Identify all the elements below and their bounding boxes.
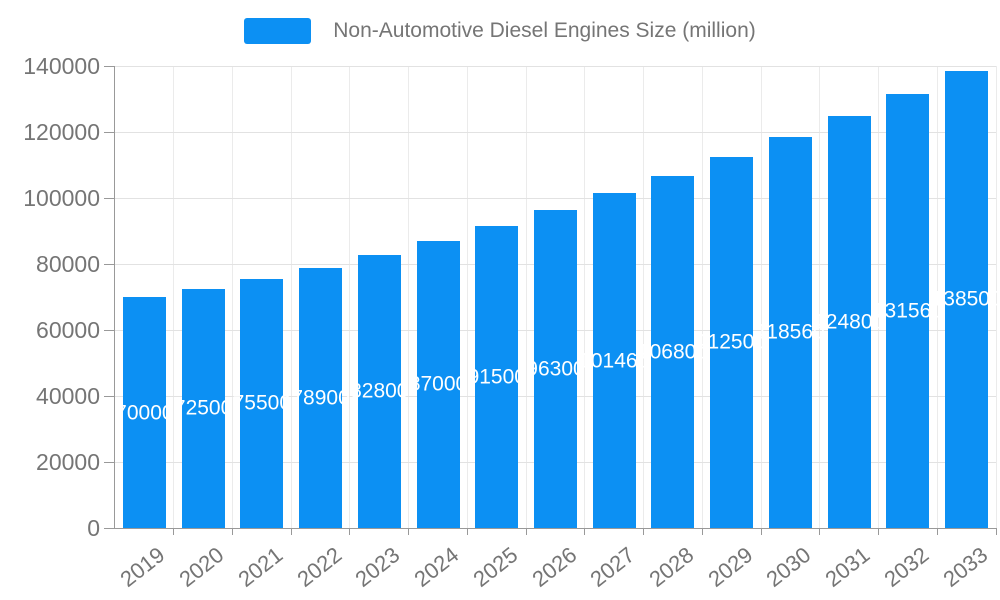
bar-2023[interactable]: 82800 (350, 254, 409, 528)
bar-2031[interactable]: 124800 (814, 116, 884, 528)
bar-value-label: 91500 (467, 365, 526, 389)
x-gridline (701, 66, 703, 528)
y-axis-tick (104, 330, 114, 331)
x-gridline (936, 66, 938, 528)
y-tick-label: 100000 (23, 185, 100, 211)
bar-value-label: 118560 (756, 320, 825, 344)
legend-label: Non-Automotive Diesel Engines Size (mill… (333, 19, 756, 42)
x-gridline (466, 66, 468, 528)
y-axis-tick (104, 462, 114, 463)
y-axis-tick (104, 396, 114, 397)
x-axis-tick (349, 528, 351, 535)
bar-2032[interactable]: 131560 (873, 93, 943, 528)
bar-value-label: 96300 (526, 357, 585, 381)
legend[interactable]: Non-Automotive Diesel Engines Size (mill… (0, 18, 1000, 44)
y-axis-tick (104, 198, 114, 199)
bar-value-label: 112500 (697, 330, 766, 354)
bar-2022[interactable]: 78900 (291, 267, 350, 528)
x-gridline (643, 66, 645, 528)
bar-value-label: 106800 (637, 340, 708, 364)
y-tick-label: 0 (87, 515, 100, 541)
bar-value-label: 124800 (814, 310, 885, 334)
y-axis-tick (104, 528, 114, 529)
x-axis-tick (584, 528, 586, 535)
x-axis-tick (701, 528, 703, 535)
x-axis-tick (173, 528, 175, 535)
bar-2033[interactable]: 138500 (932, 70, 1000, 528)
y-gridline (115, 197, 996, 199)
x-axis-tick (936, 528, 938, 535)
bar-2024[interactable]: 87000 (409, 240, 467, 528)
legend-swatch-icon (244, 18, 312, 44)
y-gridline (115, 131, 996, 133)
x-axis-tick (466, 528, 468, 535)
bar-2028[interactable]: 106800 (638, 175, 708, 528)
bar-value-label: 131560 (872, 299, 943, 323)
x-gridline (995, 66, 997, 528)
x-axis-tick (408, 528, 410, 535)
bar-value-label: 138500 (931, 287, 1000, 311)
y-tick-label: 40000 (36, 383, 100, 409)
bar-2021[interactable]: 75500 (233, 278, 291, 528)
x-axis-tick (643, 528, 645, 535)
x-gridline (231, 66, 233, 528)
bar-2027[interactable]: 101460 (579, 193, 649, 528)
x-axis-tick (231, 528, 233, 535)
x-axis-tick (819, 528, 821, 535)
x-gridline (525, 66, 527, 528)
y-axis-tick (104, 264, 114, 265)
bar-2025[interactable]: 91500 (468, 226, 526, 528)
bar-value-label: 72500 (173, 396, 233, 420)
y-axis-tick (104, 132, 114, 133)
x-gridline (408, 66, 410, 528)
y-tick-label: 120000 (23, 119, 100, 145)
y-axis-tick (104, 66, 114, 67)
bar-value-label: 87000 (408, 372, 468, 396)
bar-2029[interactable]: 112500 (697, 156, 766, 528)
x-gridline (584, 66, 586, 528)
bar-value-label: 75500 (232, 391, 292, 415)
x-gridline (760, 66, 762, 528)
bar-value-label: 70000 (115, 401, 174, 424)
bar-2019[interactable]: 70000 (115, 297, 174, 528)
y-tick-label: 20000 (36, 449, 100, 475)
x-gridline (349, 66, 351, 528)
bar-value-label: 78900 (291, 386, 350, 410)
x-axis-tick (878, 528, 880, 535)
x-axis-tick (525, 528, 527, 535)
y-tick-label: 80000 (36, 251, 100, 277)
bar-value-label: 101460 (579, 349, 650, 373)
y-tick-label: 60000 (36, 317, 100, 343)
x-gridline (819, 66, 821, 528)
bar-value-label: 82800 (350, 379, 409, 403)
plot-area: 70000 72500 75500 78900 82800 87000 91500 96300… (114, 65, 1000, 529)
x-gridline (290, 66, 292, 528)
y-axis-line (114, 66, 115, 529)
y-gridline (115, 65, 996, 67)
y-tick-label: 140000 (23, 53, 100, 79)
bar-2026[interactable]: 96300 (526, 210, 585, 528)
x-axis-tick (760, 528, 762, 535)
x-axis-tick (995, 528, 997, 535)
bar-2020[interactable]: 72500 (174, 288, 232, 528)
x-gridline (173, 66, 175, 528)
x-axis-line (114, 528, 996, 529)
x-gridline (878, 66, 880, 528)
bar-2030[interactable]: 118560 (756, 136, 825, 528)
x-axis-tick (290, 528, 292, 535)
